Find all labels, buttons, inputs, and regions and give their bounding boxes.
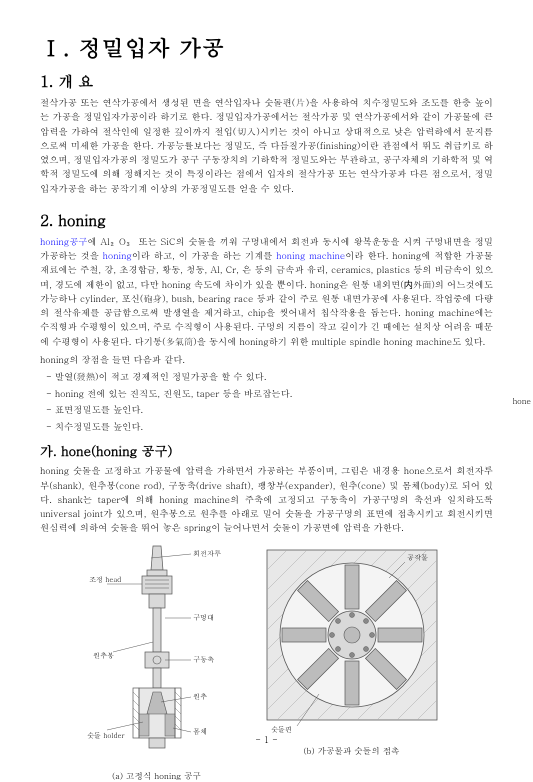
page-number: - 1 - [0,733,533,746]
bullet-intro: honing의 장점을 들면 다음과 같다. [40,353,493,367]
page-title: Ⅰ. 정밀입자 가공 [40,32,493,63]
honing-text-c: 이라 한다. honing에 적합한 가공물 재료에는 주철, 강, 초경합금,… [40,249,493,348]
honing-text-b: 이라 하고, 이 가공을 하는 기계를 [132,249,276,262]
subsection-heading: 가. hone(honing 공구) [40,441,493,460]
section2-heading: 2. honing [40,210,493,231]
list-item: honing 전에 있는 진직도, 진원도, taper 등을 바로잡는다. [56,386,493,403]
fig-label: 구동축 [193,654,214,664]
fig-label: 숫돌편 [271,724,292,734]
fig-label: 공작물 [407,552,428,562]
side-label: hone [513,396,531,407]
fig-label: 원추봉 [93,650,114,660]
fig-label: 회전자루 [193,548,221,558]
hone-paragraph: honing 숫돌을 고정하고 가공물에 압력을 가하면서 가공하는 부품이며,… [40,464,493,535]
figure-caption-right: (b) 가공물과 숫돌의 접촉 [257,745,447,757]
section1-heading: 1. 개 요 [40,71,493,92]
honing-machine-link[interactable]: honing machine [276,249,345,262]
honing-paragraph: honing공구에 Al₂O₃ 또는 SiC의 숫돌을 끼워 구멍내에서 회전과… [40,235,493,349]
figure-caption-left: (a) 고정식 honing 공구 [87,770,227,782]
list-item: 표면정밀도를 높인다. [56,402,493,419]
advantage-list: 발열(發熱)이 적고 경제적인 정밀가공을 할 수 있다. honing 전에 … [40,369,493,435]
fig-label: 조정 head [89,574,121,584]
overview-paragraph: 절삭가공 또는 연삭가공에서 생성된 면을 연삭입자나 숫돌편(片)을 사용하여… [40,96,493,196]
honing-tool-link[interactable]: honing공구 [40,235,88,248]
honing-link[interactable]: honing [103,249,132,262]
fig-label: 원추 [193,691,207,701]
list-item: 발열(發熱)이 적고 경제적인 정밀가공을 할 수 있다. [56,369,493,386]
fig-label: 구멍대 [193,612,214,622]
list-item: 치수정밀도를 높인다. [56,419,493,436]
